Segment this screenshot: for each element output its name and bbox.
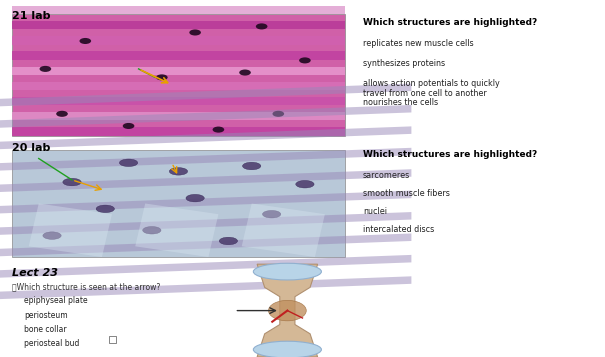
Text: allows action potentials to quickly
travel from one cell to another: allows action potentials to quickly trav… [363,79,500,98]
Ellipse shape [299,57,311,64]
Text: intercalated discs: intercalated discs [363,225,434,234]
Ellipse shape [156,74,168,80]
Ellipse shape [272,111,284,117]
Ellipse shape [253,263,321,280]
Text: epiphyseal plate: epiphyseal plate [24,296,88,305]
Ellipse shape [119,159,138,166]
Bar [109,336,116,343]
Text: bone collar: bone collar [24,325,67,334]
Text: periosteal bud: periosteal bud [24,339,80,348]
Polygon shape [0,233,411,257]
Polygon shape [0,212,411,236]
Ellipse shape [263,210,281,218]
Ellipse shape [212,127,224,133]
Ellipse shape [143,226,161,234]
Ellipse shape [219,237,238,245]
Bar [12,67,345,75]
Text: ➕Which structure is seen at the arrow?: ➕Which structure is seen at the arrow? [12,282,160,291]
Bar [12,14,345,136]
Ellipse shape [186,194,204,202]
Polygon shape [242,203,325,257]
Polygon shape [0,276,411,300]
Bar [12,21,345,29]
Text: replicates new muscle cells: replicates new muscle cells [363,39,474,48]
Text: smooth muscle fibers: smooth muscle fibers [363,189,450,198]
Bar [12,97,345,105]
Bar [12,51,345,60]
Text: nourishes the cells: nourishes the cells [363,98,438,107]
Text: 21 lab: 21 lab [12,11,51,21]
Polygon shape [0,84,411,107]
Text: 20 lab: 20 lab [12,143,50,153]
Ellipse shape [296,180,314,188]
Text: Lect 23: Lect 23 [12,268,58,278]
Ellipse shape [43,232,61,239]
Polygon shape [0,255,411,278]
Polygon shape [257,264,318,357]
Ellipse shape [123,123,134,129]
Ellipse shape [63,178,81,186]
Polygon shape [0,191,411,214]
Ellipse shape [56,111,68,117]
Ellipse shape [239,70,251,76]
Polygon shape [29,203,112,257]
Polygon shape [0,169,411,193]
Bar [12,127,345,136]
Bar [12,36,345,45]
Ellipse shape [96,205,114,213]
Bar [12,150,345,257]
Bar [12,112,345,121]
Ellipse shape [243,162,261,170]
Ellipse shape [39,66,51,72]
Text: nuclei: nuclei [363,207,387,216]
Polygon shape [0,126,411,150]
Polygon shape [0,148,411,171]
Ellipse shape [269,300,306,321]
Text: Which structures are highlighted?: Which structures are highlighted? [363,18,537,27]
Text: synthesizes proteins: synthesizes proteins [363,59,445,68]
Text: Which structures are highlighted?: Which structures are highlighted? [363,150,537,159]
Ellipse shape [79,38,91,44]
Bar [12,82,345,90]
Ellipse shape [189,29,201,35]
Ellipse shape [253,341,321,357]
Polygon shape [0,105,411,129]
Text: periosteum: periosteum [24,311,68,320]
Bar [12,6,345,14]
Ellipse shape [169,167,188,175]
Ellipse shape [256,24,267,29]
Text: sarcomeres: sarcomeres [363,171,410,180]
Polygon shape [136,203,218,257]
